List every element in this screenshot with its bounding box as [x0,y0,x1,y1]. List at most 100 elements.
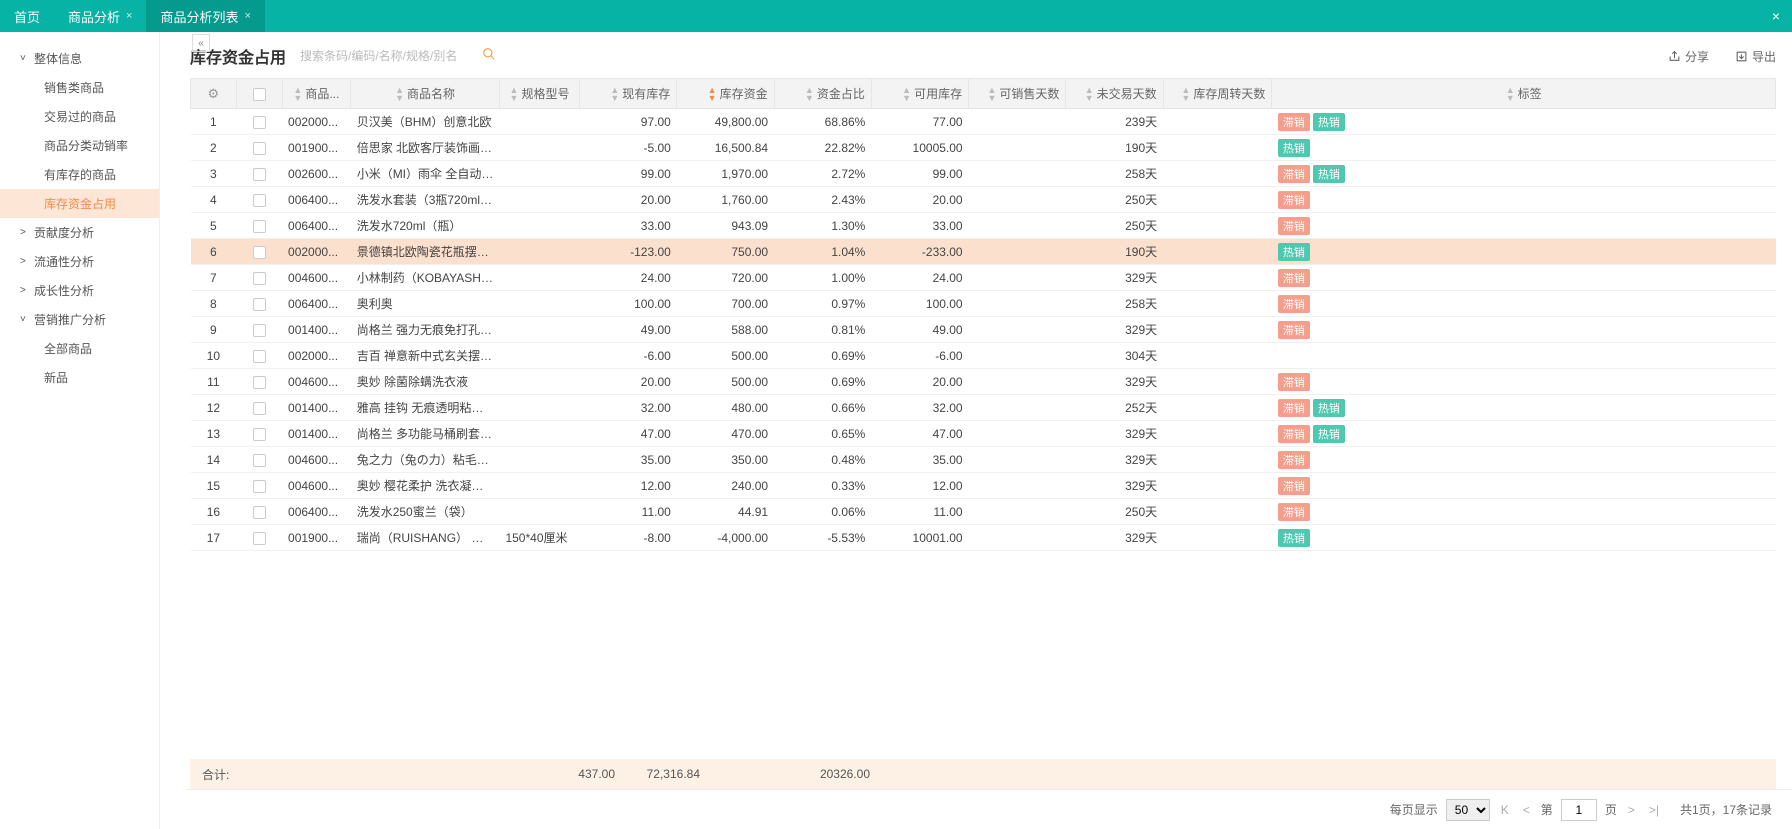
col-spec[interactable]: ▲▼规格型号 [499,79,579,109]
cell-avail: 12.00 [871,473,968,499]
table-row[interactable]: 4006400...洗发水套装（3瓶720ml+120.001,760.002.… [191,187,1776,213]
sidebar-item[interactable]: 有库存的商品 [0,160,159,189]
share-button[interactable]: 分享 [1668,48,1709,65]
table-row[interactable]: 9001400...尚格兰 强力无痕免打孔浴室49.00588.000.81%4… [191,317,1776,343]
sidebar-group[interactable]: ˃成长性分析 [0,276,159,305]
row-checkbox[interactable] [253,324,266,337]
tab-首页[interactable]: 首页 [0,0,54,32]
cell-fund: 720.00 [677,265,774,291]
cell-saledays [969,525,1066,551]
cell-fund: 750.00 [677,239,774,265]
tab-商品分析[interactable]: 商品分析× [54,0,146,32]
row-checkbox[interactable] [253,220,266,233]
table-row[interactable]: 12001400...雅高 挂钩 无痕透明粘钩 强32.00480.000.66… [191,395,1776,421]
sidebar-group[interactable]: ˅营销推广分析 [0,305,159,334]
sidebar-item[interactable]: 交易过的商品 [0,102,159,131]
table-row[interactable]: 7004600...小林制药（KOBAYASHI）E24.00720.001.0… [191,265,1776,291]
export-button[interactable]: 导出 [1735,48,1776,65]
cell-chk [236,239,282,265]
row-checkbox[interactable] [253,246,266,259]
row-checkbox[interactable] [253,142,266,155]
col-code[interactable]: ▲▼商品... [282,79,351,109]
cell-turndays [1163,239,1272,265]
tabs-close-all-icon[interactable]: × [1760,0,1792,32]
tab-close-icon[interactable]: × [244,10,250,22]
table-row[interactable]: 17001900...瑞尚（RUISHANG） 卧室150*40厘米-8.00-… [191,525,1776,551]
pager-last-icon[interactable]: >| [1646,803,1662,817]
sidebar-group[interactable]: ˅整体信息 [0,44,159,73]
row-checkbox[interactable] [253,376,266,389]
col-saledays[interactable]: ▲▼可销售天数 [969,79,1066,109]
col-fund[interactable]: ▲▼库存资金 [677,79,774,109]
search-icon[interactable] [482,47,496,64]
row-checkbox[interactable] [253,194,266,207]
row-checkbox[interactable] [253,298,266,311]
row-checkbox[interactable] [253,350,266,363]
sidebar-item[interactable]: 新品 [0,363,159,392]
table-row[interactable]: 14004600...兔之力（兔の力）粘毛器粘35.00350.000.48%3… [191,447,1776,473]
row-checkbox[interactable] [253,454,266,467]
row-checkbox[interactable] [253,532,266,545]
cell-spec [499,239,579,265]
sidebar-item[interactable]: 商品分类动销率 [0,131,159,160]
table-row[interactable]: 5006400...洗发水720ml（瓶）33.00943.091.30%33.… [191,213,1776,239]
cell-avail: 32.00 [871,395,968,421]
table-row[interactable]: 3002600...小米（MI）雨伞 全自动折叠99.001,970.002.7… [191,161,1776,187]
cell-turndays [1163,421,1272,447]
table-row[interactable]: 1002000...贝汉美（BHM）创意北欧97.0049,800.0068.8… [191,109,1776,135]
row-checkbox[interactable] [253,428,266,441]
tag-badge: 热销 [1278,243,1310,261]
cell-stock: 33.00 [580,213,677,239]
sidebar-item[interactable]: 库存资金占用 [0,189,159,218]
tab-商品分析列表[interactable]: 商品分析列表× [146,0,264,32]
cell-fund: 480.00 [677,395,774,421]
sidebar-collapse-button[interactable]: « [192,34,210,52]
sort-icon: ▲▼ [1085,86,1094,102]
cell-turndays [1163,161,1272,187]
table-row[interactable]: 11004600...奥妙 除菌除螨洗衣液20.00500.000.69%20.… [191,369,1776,395]
row-checkbox[interactable] [253,116,266,129]
gear-icon[interactable]: ⚙ [208,86,220,101]
sidebar-item[interactable]: 销售类商品 [0,73,159,102]
sidebar-group[interactable]: ˃流通性分析 [0,247,159,276]
table-row[interactable]: 8006400...奥利奥100.00700.000.97%100.00258天… [191,291,1776,317]
table-row[interactable]: 16006400...洗发水250蜜兰（袋）11.0044.910.06%11.… [191,499,1776,525]
col-name[interactable]: ▲▼商品名称 [351,79,500,109]
table-row[interactable]: 2001900...倍思家 北欧客厅装饰画卧室-5.0016,500.8422.… [191,135,1776,161]
cell-name: 景德镇北欧陶瓷花瓶摆件 仿 [351,239,500,265]
row-checkbox[interactable] [253,402,266,415]
pager-next-icon[interactable]: > [1625,803,1638,817]
table-row[interactable]: 10002000...吉百 禅意新中式玄关摆件客-6.00500.000.69%… [191,343,1776,369]
tab-close-icon[interactable]: × [126,10,132,22]
pager-prev-icon[interactable]: < [1520,803,1533,817]
per-page-select[interactable]: 50 [1446,799,1490,821]
sidebar-item[interactable]: 全部商品 [0,334,159,363]
table-row[interactable]: 13001400...尚格兰 多功能马桶刷套装 带47.00470.000.65… [191,421,1776,447]
select-all-checkbox[interactable] [253,88,266,101]
table-row[interactable]: 15004600...奥妙 樱花柔护 洗衣凝珠 1012.00240.000.3… [191,473,1776,499]
sort-icon: ▲▼ [293,86,302,102]
pager-first-icon[interactable]: K [1498,803,1512,817]
pager-page-input[interactable] [1561,799,1597,821]
row-checkbox[interactable] [253,506,266,519]
tag-badge: 滞销 [1278,477,1310,495]
cell-name: 洗发水250蜜兰（袋） [351,499,500,525]
cell-ratio: 0.66% [774,395,871,421]
col-ratio[interactable]: ▲▼资金占比 [774,79,871,109]
col-notrade[interactable]: ▲▼未交易天数 [1066,79,1163,109]
cell-notrade: 329天 [1066,473,1163,499]
search-input[interactable] [298,45,478,67]
col-tags[interactable]: ▲▼标签 [1272,79,1776,109]
row-checkbox[interactable] [253,168,266,181]
row-checkbox[interactable] [253,480,266,493]
cell-tags [1272,343,1776,369]
row-checkbox[interactable] [253,272,266,285]
cell-stock: 100.00 [580,291,677,317]
sidebar-group[interactable]: ˃贡献度分析 [0,218,159,247]
col-turndays[interactable]: ▲▼库存周转天数 [1163,79,1272,109]
col-stock[interactable]: ▲▼现有库存 [580,79,677,109]
cell-chk [236,135,282,161]
col-avail[interactable]: ▲▼可用库存 [871,79,968,109]
table-row[interactable]: 6002000...景德镇北欧陶瓷花瓶摆件 仿-123.00750.001.04… [191,239,1776,265]
cell-code: 001400... [282,421,351,447]
